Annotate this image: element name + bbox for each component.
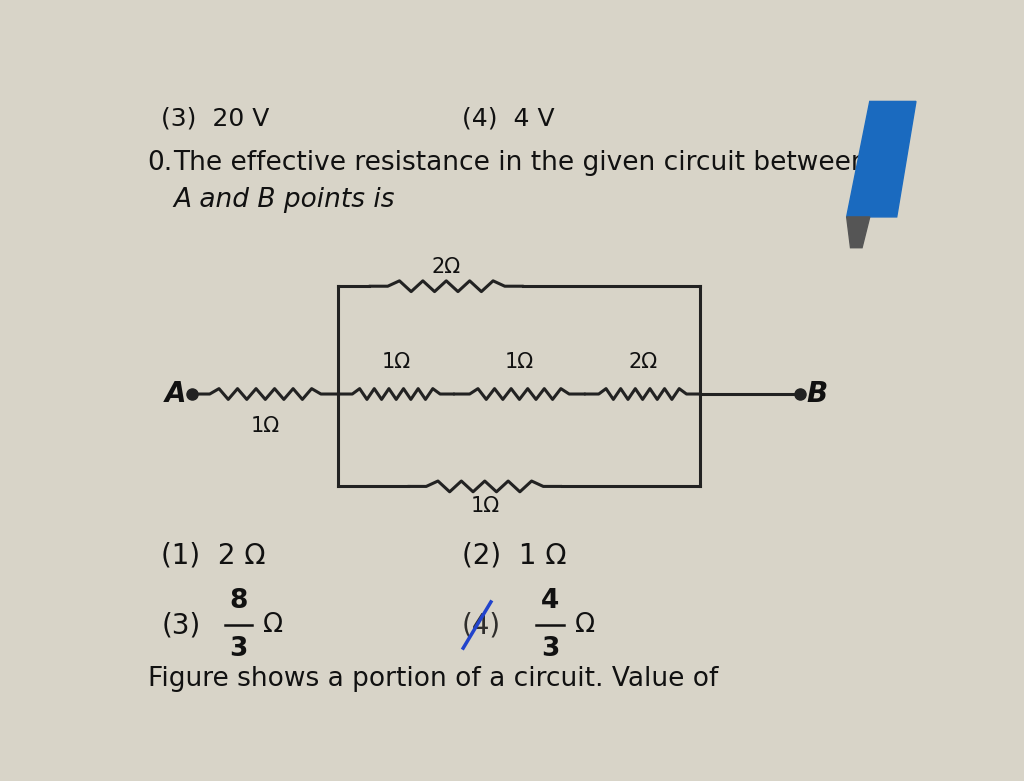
Text: (3): (3): [162, 611, 201, 639]
Text: A and B points is: A and B points is: [173, 187, 394, 213]
Text: Ω: Ω: [263, 612, 283, 638]
Text: 1Ω: 1Ω: [382, 352, 411, 373]
Text: 2Ω: 2Ω: [628, 352, 657, 373]
Text: Figure shows a portion of a circuit. Value of: Figure shows a portion of a circuit. Val…: [147, 666, 718, 692]
Text: 2Ω: 2Ω: [432, 257, 461, 277]
Text: 0.: 0.: [147, 150, 173, 176]
Text: (4): (4): [462, 611, 501, 639]
Text: 1Ω: 1Ω: [470, 496, 500, 515]
Text: (1)  2 Ω: (1) 2 Ω: [162, 542, 266, 569]
Text: A: A: [165, 380, 186, 408]
Text: 3: 3: [541, 636, 559, 662]
Text: 8: 8: [229, 588, 248, 614]
Text: 4: 4: [541, 588, 559, 614]
Text: (2)  1 Ω: (2) 1 Ω: [462, 542, 566, 569]
Text: (3)  20 V: (3) 20 V: [162, 106, 269, 130]
Text: The effective resistance in the given circuit between: The effective resistance in the given ci…: [173, 150, 867, 176]
Text: (4)  4 V: (4) 4 V: [462, 106, 554, 130]
Polygon shape: [847, 102, 915, 217]
Text: 3: 3: [229, 636, 248, 662]
Polygon shape: [847, 217, 869, 248]
Text: 1Ω: 1Ω: [505, 352, 534, 373]
Text: 1Ω: 1Ω: [251, 415, 280, 436]
Text: B: B: [807, 380, 827, 408]
Text: Ω: Ω: [574, 612, 595, 638]
